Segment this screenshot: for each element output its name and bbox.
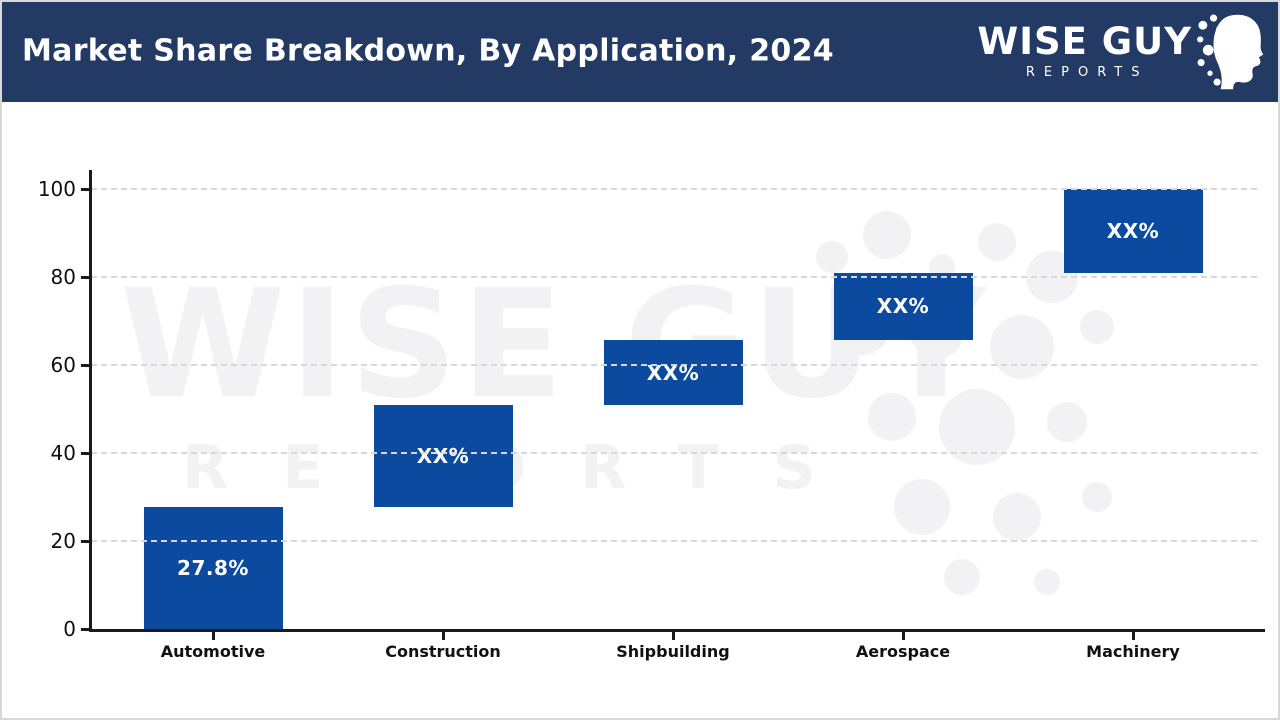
logo-wordmark: WISE GUY REPORTS: [977, 23, 1192, 80]
bar-value-label: 27.8%: [177, 555, 249, 580]
y-tick-label: 40: [50, 441, 76, 465]
y-tick-label: 0: [63, 617, 76, 641]
gridline: [91, 452, 1257, 454]
y-tick: [81, 627, 90, 631]
x-tick: [441, 632, 445, 640]
y-tick-label: 100: [37, 177, 76, 201]
logo: WISE GUY REPORTS: [977, 8, 1274, 94]
bar-value-label: XX%: [1106, 219, 1160, 244]
x-tick: [901, 632, 905, 640]
bar: XX%: [603, 339, 743, 406]
x-category-label: Machinery: [1086, 642, 1180, 661]
y-tick: [81, 187, 90, 191]
y-tick-label: 60: [50, 353, 76, 377]
bar-value-label: XX%: [416, 444, 470, 469]
logo-face-icon: [1197, 14, 1264, 90]
bar: XX%: [373, 405, 513, 507]
y-tick: [81, 363, 90, 367]
x-tick: [671, 632, 675, 640]
y-tick-label: 80: [50, 265, 76, 289]
header: Market Share Breakdown, By Application, …: [2, 2, 1278, 102]
y-axis-spine: [89, 170, 92, 632]
bar: XX%: [1063, 189, 1203, 274]
gridline: [91, 540, 1257, 542]
logo-reports-text: REPORTS: [1025, 64, 1149, 80]
x-category-label: Aerospace: [855, 642, 951, 661]
bar: 27.8%: [143, 506, 283, 629]
y-tick: [81, 275, 90, 279]
x-category-label: Construction: [385, 642, 501, 661]
y-tick: [81, 451, 90, 455]
y-tick-label: 20: [50, 529, 76, 553]
x-tick: [211, 632, 215, 640]
x-category-label: Automotive: [160, 642, 266, 661]
x-axis-spine: [89, 629, 1265, 632]
gridline: [91, 188, 1257, 190]
y-tick: [81, 539, 90, 543]
bar: XX%: [833, 273, 973, 340]
x-tick: [1131, 632, 1135, 640]
x-category-label: Shipbuilding: [616, 642, 730, 661]
logo-wiseguy-text: WISE GUY: [977, 19, 1192, 63]
page-title: Market Share Breakdown, By Application, …: [22, 33, 834, 69]
bar-value-label: XX%: [876, 294, 930, 319]
gridline: [91, 276, 1257, 278]
gridline: [91, 364, 1257, 366]
